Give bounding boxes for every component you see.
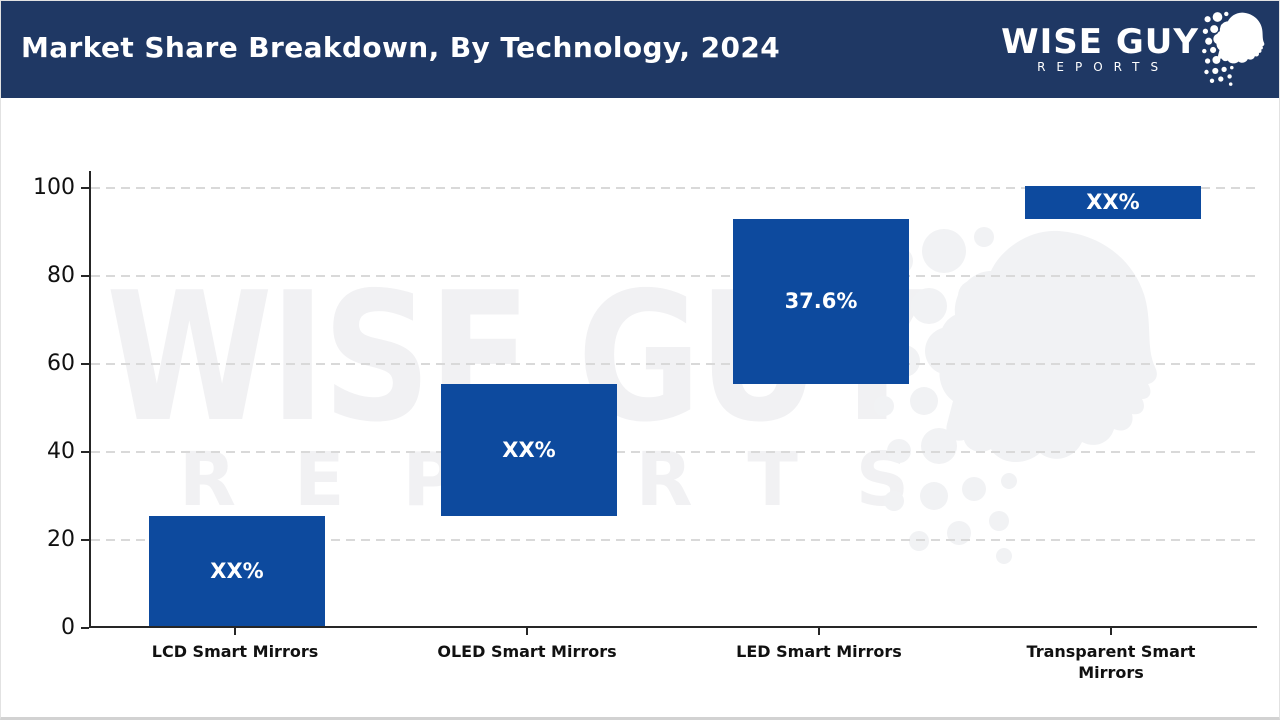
x-tick-mark bbox=[818, 628, 820, 635]
y-tick-label: 40 bbox=[47, 439, 75, 464]
bar-value-label: XX% bbox=[210, 559, 264, 583]
gridline bbox=[91, 187, 1257, 189]
bar-segment: XX% bbox=[441, 384, 617, 516]
brand-logo-text: WISE GUY REPORTS bbox=[1001, 22, 1199, 74]
y-tick-mark bbox=[81, 451, 89, 453]
bar-segment: XX% bbox=[1025, 186, 1201, 219]
y-tick-label: 20 bbox=[47, 527, 75, 552]
bar-value-label: XX% bbox=[1086, 190, 1140, 215]
y-tick-label: 100 bbox=[33, 175, 75, 200]
category-label: LED Smart Mirrors bbox=[736, 642, 902, 661]
y-tick-label: 80 bbox=[47, 263, 75, 288]
header-bar: Market Share Breakdown, By Technology, 2… bbox=[1, 1, 1279, 98]
y-tick-label: 0 bbox=[61, 615, 75, 640]
category-label: LCD Smart Mirrors bbox=[151, 642, 319, 661]
category-label: Transparent Smart Mirrors bbox=[1026, 642, 1196, 682]
brand-head-icon bbox=[1202, 11, 1265, 86]
y-tick-mark bbox=[81, 627, 89, 629]
bar-value-label: 37.6% bbox=[784, 289, 858, 314]
gridline bbox=[91, 539, 1257, 541]
x-tick-mark bbox=[526, 628, 528, 635]
chart-title: Market Share Breakdown, By Technology, 2… bbox=[21, 31, 781, 64]
y-tick-mark bbox=[81, 275, 89, 277]
gridline bbox=[91, 451, 1257, 453]
brand-name: WISE GUY bbox=[1001, 22, 1199, 63]
gridline bbox=[91, 363, 1257, 365]
y-tick-label: 60 bbox=[47, 351, 75, 376]
category-label: OLED Smart Mirrors bbox=[437, 642, 617, 661]
bar-segment: XX% bbox=[149, 516, 325, 626]
y-tick-mark bbox=[81, 187, 89, 189]
y-tick-mark bbox=[81, 539, 89, 541]
bar-segment: 37.6% bbox=[733, 218, 909, 384]
bar-value-label: XX% bbox=[502, 438, 556, 462]
brand-subname: REPORTS bbox=[1037, 59, 1170, 74]
y-tick-mark bbox=[81, 363, 89, 365]
plot-area: XX% XX% 37.6% XX% bbox=[89, 171, 1257, 628]
gridline bbox=[91, 275, 1257, 277]
x-tick-mark bbox=[1110, 628, 1112, 635]
brand-logo: WISE GUY REPORTS bbox=[1001, 10, 1267, 90]
x-tick-mark bbox=[234, 628, 236, 635]
